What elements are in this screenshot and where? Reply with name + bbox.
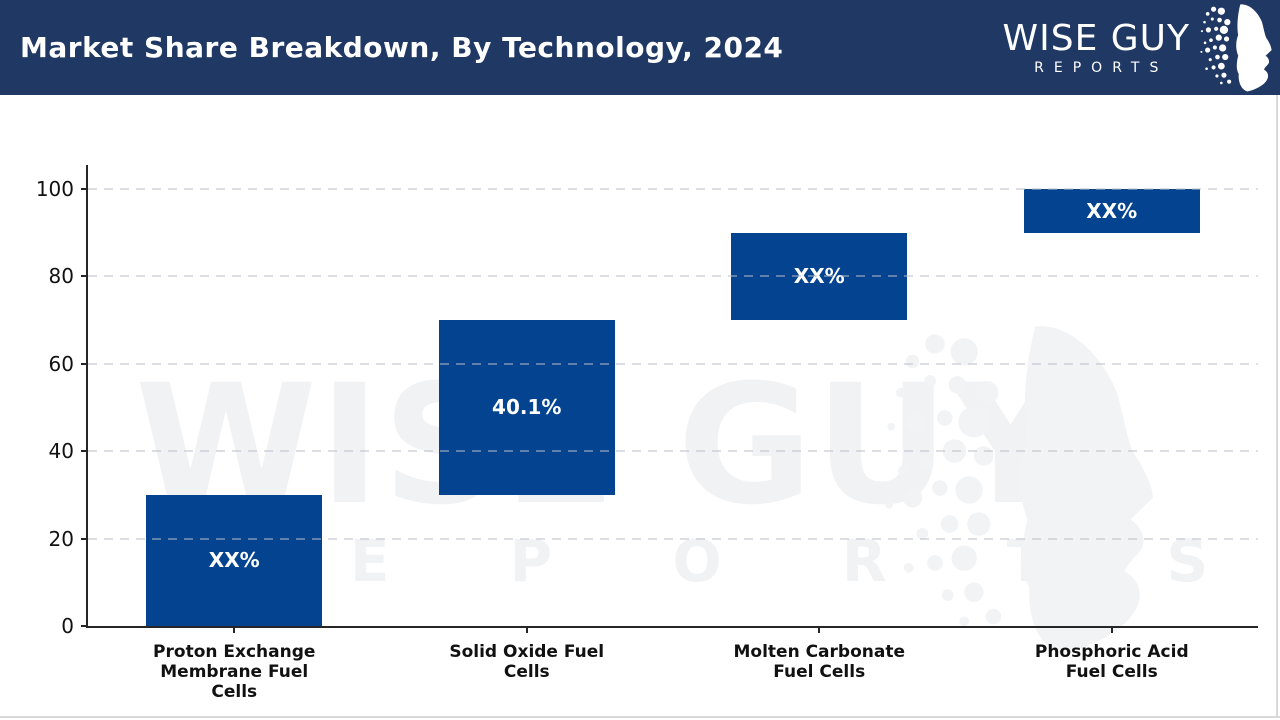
x-category-label-2: Solid Oxide Fuel Cells (449, 642, 605, 682)
x-tick-mark-3 (818, 626, 821, 633)
x-category-label-4: Phosphoric Acid Fuel Cells (1034, 642, 1189, 682)
logo-subtitle: REPORTS (1034, 59, 1169, 76)
y-tick-label-100: 100 (35, 177, 74, 201)
chart-title: Market Share Breakdown, By Technology, 2… (20, 31, 784, 64)
y-tick-label-80: 80 (48, 264, 74, 289)
y-tick-mark-100 (81, 188, 88, 190)
y-tick-mark-60 (81, 362, 88, 365)
y-tick-label-60: 60 (48, 351, 74, 376)
x-tick-mark-2 (525, 626, 528, 633)
x-axis-line (86, 626, 1258, 628)
y-tick-mark-0 (81, 625, 88, 627)
bar-value-label-4: XX% (1086, 198, 1138, 223)
watermark-face-icon (862, 321, 1154, 659)
gridline-80 (88, 275, 1258, 278)
bar-value-label-2: 40.1% (492, 395, 562, 420)
y-tick-mark-20 (81, 537, 88, 540)
x-tick-mark-4 (1110, 626, 1113, 633)
x-category-label-1: Proton Exchange Membrane Fuel Cells (153, 642, 316, 702)
wiseguy-logo: WISE GUY REPORTS (1003, 0, 1273, 95)
bar-4: XX% (1023, 189, 1200, 233)
bar-1: XX% (146, 494, 323, 626)
x-category-label-3: Molten Carbonate Fuel Cells (733, 642, 905, 682)
image-border-right (1276, 95, 1278, 718)
bar-2: 40.1% (438, 319, 615, 495)
gridline-60 (88, 362, 1258, 365)
y-tick-label-20: 20 (48, 526, 74, 551)
header-bar: Market Share Breakdown, By Technology, 2… (0, 0, 1280, 95)
x-tick-mark-1 (233, 626, 236, 633)
logo-text: WISE GUY REPORTS (1002, 17, 1191, 76)
y-tick-label-40: 40 (48, 439, 74, 464)
bar-value-label-1: XX% (208, 548, 260, 573)
gridline-40 (88, 450, 1258, 453)
gridline-100 (88, 188, 1258, 190)
chart-canvas: WISE GUY R E P O R T S 0 20 40 60 80 100 XX% Pr… (0, 95, 1280, 720)
y-tick-label-0: 0 (61, 614, 74, 638)
y-tick-mark-40 (81, 450, 88, 453)
y-tick-mark-80 (81, 275, 88, 278)
image-border-bottom (0, 716, 1280, 718)
logo-face-icon (1194, 4, 1272, 92)
gridline-20 (88, 537, 1258, 540)
y-axis-line (86, 165, 88, 626)
logo-wordmark: WISE GUY (1002, 17, 1190, 59)
